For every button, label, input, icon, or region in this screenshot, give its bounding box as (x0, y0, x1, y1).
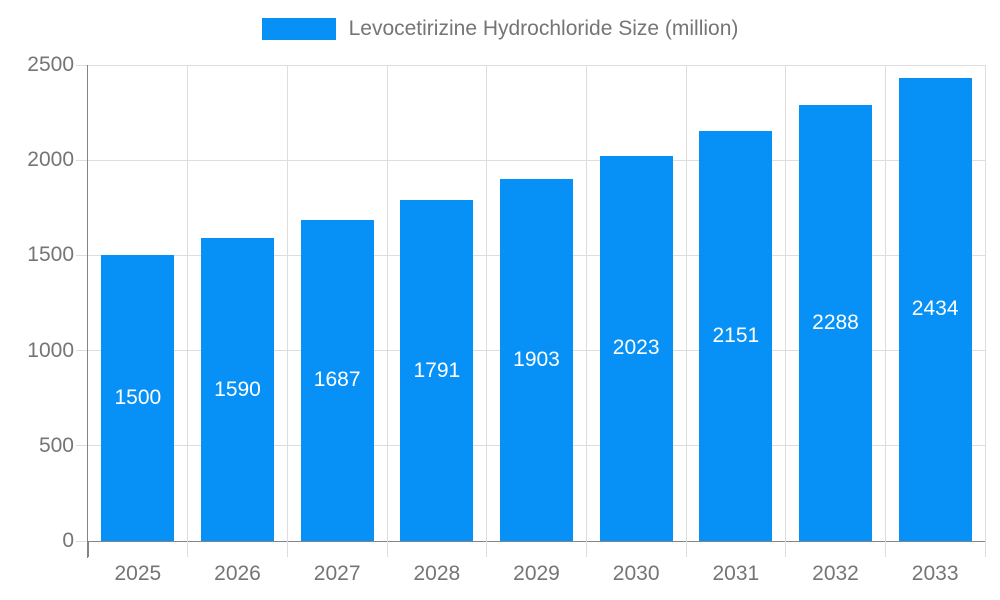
bar: 1500 (101, 255, 175, 541)
gridline-vertical (785, 65, 787, 541)
y-axis-tick (76, 64, 87, 66)
y-axis-tick-label: 0 (62, 529, 74, 552)
bar-value-label: 1687 (313, 368, 361, 392)
bar-value-label: 2023 (612, 336, 660, 360)
gridline-vertical (386, 65, 388, 541)
legend-label: Levocetirizine Hydrochloride Size (milli… (348, 17, 739, 40)
gridline-vertical (286, 65, 288, 541)
y-axis-tick (76, 254, 87, 256)
x-axis-tick-label: 2031 (712, 562, 760, 585)
bar-value-label: 1500 (114, 386, 162, 410)
y-axis-tick (76, 350, 87, 352)
y-axis-tick-label: 500 (38, 433, 74, 457)
x-axis-line (87, 541, 986, 542)
bar-value-label: 2434 (911, 297, 959, 321)
legend[interactable]: Levocetirizine Hydrochloride Size (milli… (0, 17, 1000, 41)
x-axis-tick-label: 2025 (114, 562, 162, 585)
x-axis-tick (785, 541, 787, 557)
y-axis-line (87, 65, 88, 558)
y-axis-tick-label: 2500 (27, 53, 74, 76)
bar: 1687 (300, 219, 374, 541)
x-axis-tick (286, 541, 288, 557)
gridline-horizontal (88, 159, 985, 161)
gridline-vertical (187, 65, 189, 541)
x-axis-tick (884, 541, 886, 557)
bar: 1590 (201, 238, 274, 541)
legend-swatch (261, 18, 336, 40)
bar: 2023 (599, 155, 673, 541)
bar-value-label: 1590 (214, 377, 261, 401)
plot-area: 0 500 1000 1500 2000 2500 1500 2025 1590 2026 1687… (27, 53, 986, 585)
y-axis-tick-label: 2000 (27, 148, 74, 172)
x-axis-tick (685, 541, 687, 557)
x-axis-tick (585, 541, 587, 557)
x-axis-tick (984, 541, 986, 557)
bar-value-label: 2151 (712, 324, 760, 348)
x-axis-tick-label: 2027 (313, 562, 361, 585)
x-axis-tick (187, 541, 189, 557)
x-axis-tick (386, 541, 388, 557)
bar: 2288 (799, 105, 872, 541)
bar: 2434 (898, 77, 972, 541)
x-axis-tick (486, 541, 488, 557)
x-axis-tick-label: 2032 (812, 562, 859, 585)
y-axis-tick (76, 540, 87, 542)
bar-value-label: 1903 (513, 347, 560, 371)
bar: 2151 (699, 131, 773, 541)
gridline-vertical (486, 65, 488, 541)
x-axis-tick-label: 2026 (214, 562, 261, 585)
y-axis-tick (76, 159, 87, 161)
bar-value-label: 2288 (812, 311, 859, 335)
bar: 1791 (400, 200, 474, 541)
x-axis-tick (87, 541, 89, 557)
x-axis-tick-label: 2033 (911, 562, 959, 585)
gridline-vertical (685, 65, 687, 541)
x-axis-tick-label: 2029 (513, 562, 560, 585)
gridline-vertical (984, 65, 986, 541)
gridline-vertical (585, 65, 587, 541)
bar-value-label: 1791 (413, 358, 461, 382)
y-axis-tick-label: 1000 (27, 338, 74, 362)
y-axis-tick-label: 1500 (27, 243, 74, 267)
bar: 1903 (500, 178, 573, 541)
gridline-vertical (884, 65, 886, 541)
x-axis-tick-label: 2028 (413, 562, 461, 585)
x-axis-tick-label: 2030 (612, 562, 660, 585)
gridline-horizontal (88, 64, 985, 66)
y-axis-tick (76, 445, 87, 447)
